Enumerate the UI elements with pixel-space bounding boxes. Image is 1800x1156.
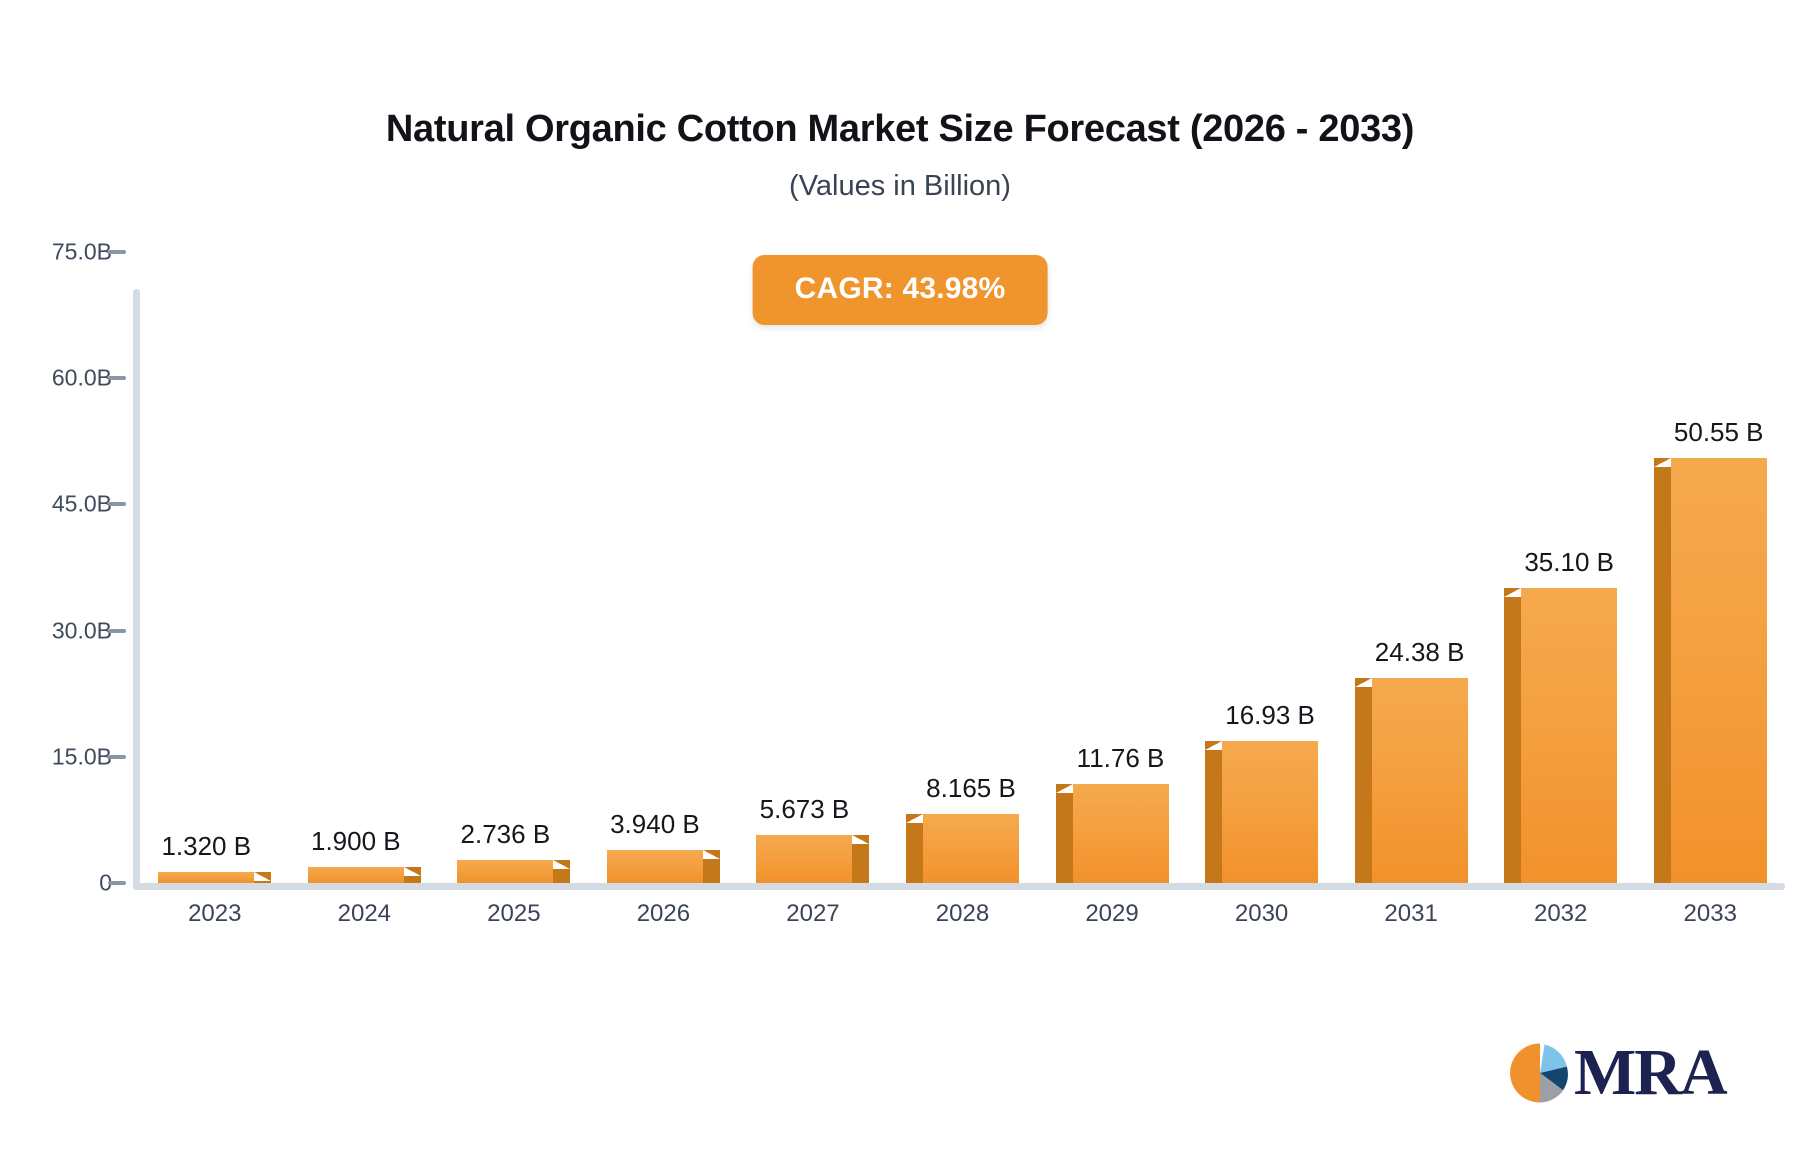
y-tick-mark bbox=[108, 502, 126, 507]
bar[interactable]: 1.320 B bbox=[158, 831, 272, 883]
x-tick-label: 2028 bbox=[935, 900, 990, 927]
bar-top-face bbox=[1504, 587, 1522, 597]
bar-front-face bbox=[1670, 457, 1767, 883]
page-title: Natural Organic Cotton Market Size Forec… bbox=[385, 108, 1415, 150]
y-tick-label: 0 bbox=[99, 869, 112, 896]
bar-top-face bbox=[702, 849, 720, 859]
bar-top-face bbox=[1653, 457, 1671, 467]
y-tick-label: 45.0B bbox=[51, 490, 112, 517]
bar-top-face bbox=[254, 871, 272, 881]
bar-value-label: 24.38 B bbox=[1374, 636, 1465, 667]
y-tick-mark bbox=[108, 881, 126, 885]
bar-front-face bbox=[1521, 587, 1618, 883]
cagr-badge: CAGR: 43.98% bbox=[752, 255, 1048, 325]
bar-side-face bbox=[1205, 749, 1223, 883]
bar-value-label: 11.76 B bbox=[1076, 743, 1165, 774]
y-axis-line bbox=[133, 289, 140, 889]
bar-side-face bbox=[1504, 596, 1522, 883]
x-tick-label: 2027 bbox=[786, 900, 840, 927]
x-axis-line bbox=[133, 883, 1785, 890]
bar-value-label: 3.940 B bbox=[610, 808, 700, 839]
bar-top-face bbox=[906, 814, 923, 824]
bar-side-face bbox=[852, 844, 870, 883]
bar-front-face bbox=[1371, 677, 1468, 883]
y-tick-mark bbox=[108, 754, 126, 759]
y-tick-mark bbox=[108, 376, 126, 381]
bar-value-label: 2.736 B bbox=[460, 818, 551, 849]
bar[interactable]: 5.673 B bbox=[756, 794, 870, 883]
pie-chart-icon bbox=[1510, 1043, 1570, 1103]
bar-side-face bbox=[1055, 793, 1073, 883]
bar-side-face bbox=[254, 880, 272, 883]
bar[interactable]: 1.900 B bbox=[307, 826, 421, 883]
bar-side-face bbox=[906, 823, 923, 883]
bar-value-label: 50.55 B bbox=[1673, 416, 1764, 447]
bar[interactable]: 16.93 B bbox=[1205, 700, 1319, 883]
bar-value-label: 1.320 B bbox=[161, 830, 252, 861]
bar-front-face bbox=[756, 835, 853, 883]
bar-side-face bbox=[553, 868, 571, 883]
bar[interactable]: 11.76 B bbox=[1055, 743, 1169, 883]
chart-subtitle: (Values in Billion) bbox=[789, 170, 1011, 202]
bar-front-face bbox=[1222, 740, 1319, 883]
bar-front-face bbox=[307, 867, 404, 883]
x-tick-label: 2030 bbox=[1234, 900, 1289, 927]
bar-front-face bbox=[606, 849, 703, 883]
bar-top-face bbox=[852, 835, 870, 845]
bar[interactable]: 50.55 B bbox=[1653, 417, 1767, 883]
bar-front-face bbox=[1072, 784, 1169, 883]
x-tick-label: 2033 bbox=[1683, 900, 1737, 927]
logo-text: MRA bbox=[1574, 1036, 1728, 1109]
bar-value-label: 16.93 B bbox=[1225, 699, 1315, 730]
x-tick-label: 2025 bbox=[487, 900, 541, 927]
x-tick-label: 2032 bbox=[1533, 900, 1588, 927]
y-tick-label: 75.0B bbox=[51, 238, 112, 265]
bar[interactable]: 8.165 B bbox=[906, 773, 1019, 883]
bar[interactable]: 24.38 B bbox=[1354, 637, 1468, 883]
bar-value-label: 35.10 B bbox=[1524, 546, 1614, 577]
y-tick-label: 30.0B bbox=[51, 617, 112, 644]
bar-front-face bbox=[158, 871, 255, 883]
x-tick-label: 2023 bbox=[188, 900, 242, 927]
y-tick-mark bbox=[108, 250, 126, 254]
bar-top-face bbox=[553, 859, 571, 869]
bar-value-label: 1.900 B bbox=[310, 826, 401, 857]
bar-side-face bbox=[1354, 686, 1372, 883]
bar-top-face bbox=[1205, 740, 1223, 750]
x-tick-label: 2029 bbox=[1085, 900, 1139, 927]
bar-front-face bbox=[457, 859, 554, 883]
bar-front-face bbox=[923, 814, 1019, 883]
mra-logo: MRA bbox=[1508, 1036, 1728, 1109]
bar[interactable]: 35.10 B bbox=[1504, 547, 1618, 883]
bar-value-label: 5.673 B bbox=[759, 794, 850, 825]
y-tick-mark bbox=[108, 628, 126, 633]
bar-top-face bbox=[403, 867, 421, 877]
bar-top-face bbox=[1354, 677, 1372, 687]
x-tick-label: 2024 bbox=[337, 900, 392, 927]
bar-side-face bbox=[403, 876, 421, 883]
bar[interactable]: 3.940 B bbox=[606, 809, 720, 883]
bar-top-face bbox=[1055, 784, 1073, 794]
bar-side-face bbox=[1653, 466, 1671, 883]
bar-side-face bbox=[702, 858, 720, 883]
x-tick-label: 2031 bbox=[1384, 900, 1438, 927]
bar[interactable]: 2.736 B bbox=[457, 819, 571, 883]
bar-value-label: 8.165 B bbox=[926, 773, 1016, 804]
y-tick-label: 15.0B bbox=[51, 743, 112, 770]
y-tick-label: 60.0B bbox=[51, 364, 112, 391]
x-tick-label: 2026 bbox=[636, 900, 691, 927]
